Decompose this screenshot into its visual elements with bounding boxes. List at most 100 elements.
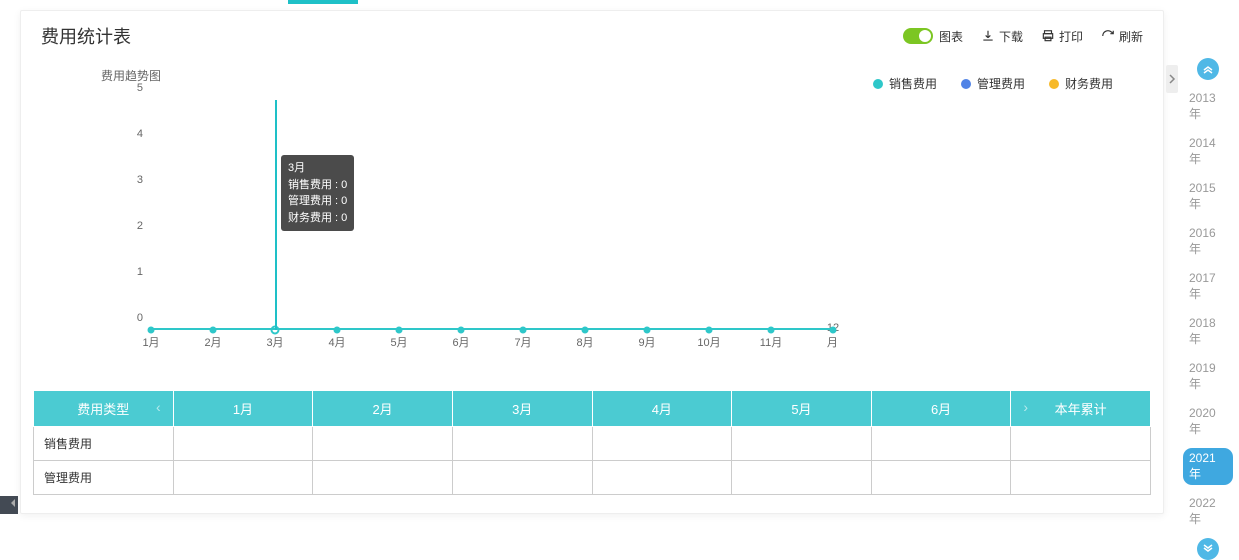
chart-tooltip: 3月销售费用 : 0管理费用 : 0财务费用 : 0 bbox=[281, 155, 354, 231]
x-tick: 4月 bbox=[328, 334, 345, 350]
tooltip-line: 销售费用 : 0 bbox=[288, 177, 347, 194]
row-label-cell: 销售费用 bbox=[34, 427, 174, 461]
x-tick: 1月 bbox=[142, 334, 159, 350]
year-item[interactable]: 2021年 bbox=[1183, 448, 1233, 485]
prev-months-button[interactable]: ‹ bbox=[150, 399, 167, 415]
refresh-icon bbox=[1101, 29, 1115, 43]
chevron-right-icon bbox=[1168, 74, 1176, 84]
panel-header: 费用统计表 图表 下载 打印 刷新 bbox=[21, 11, 1163, 59]
table-row: 管理费用 bbox=[34, 461, 1151, 495]
legend-dot bbox=[1049, 79, 1059, 89]
chart-toggle-group: 图表 bbox=[903, 28, 963, 45]
y-tick: 5 bbox=[123, 82, 143, 94]
y-tick: 0 bbox=[123, 312, 143, 324]
active-tab-indicator bbox=[288, 0, 358, 4]
th-total: › 本年累计 bbox=[1011, 391, 1151, 427]
year-item[interactable]: 2016年 bbox=[1183, 223, 1233, 260]
refresh-button[interactable]: 刷新 bbox=[1101, 28, 1143, 45]
x-tick: 11月 bbox=[760, 334, 782, 350]
table-wrap: 费用类型 ‹ 1月2月3月4月5月6月 › 本年累计 销售费用管理费用 bbox=[33, 390, 1151, 495]
y-tick: 3 bbox=[123, 174, 143, 186]
data-cell[interactable] bbox=[452, 461, 592, 495]
year-up-button[interactable] bbox=[1197, 58, 1219, 80]
chevron-down-double-icon bbox=[1202, 543, 1214, 555]
x-tick: 9月 bbox=[638, 334, 655, 350]
tooltip-line: 管理费用 : 0 bbox=[288, 193, 347, 210]
refresh-label: 刷新 bbox=[1119, 28, 1143, 45]
year-item[interactable]: 2019年 bbox=[1183, 358, 1233, 395]
tooltip-line: 财务费用 : 0 bbox=[288, 210, 347, 227]
chart-area: 费用趋势图 销售费用管理费用财务费用 0123451月2月3月4月5月6月7月8… bbox=[71, 67, 1133, 360]
download-label: 下载 bbox=[999, 28, 1023, 45]
total-header-label: 本年累计 bbox=[1055, 402, 1107, 417]
y-tick: 1 bbox=[123, 266, 143, 278]
hover-guideline bbox=[275, 100, 277, 330]
y-tick: 2 bbox=[123, 220, 143, 232]
plot-box: 0123451月2月3月4月5月6月7月8月9月10月11月12月3月销售费用 … bbox=[151, 100, 833, 330]
chart-toggle-label: 图表 bbox=[939, 28, 963, 45]
print-button[interactable]: 打印 bbox=[1041, 28, 1083, 45]
year-item[interactable]: 2020年 bbox=[1183, 403, 1233, 440]
download-button[interactable]: 下载 bbox=[981, 28, 1023, 45]
th-month[interactable]: 6月 bbox=[871, 391, 1011, 427]
data-cell[interactable] bbox=[732, 461, 872, 495]
th-row-label: 费用类型 ‹ bbox=[34, 391, 174, 427]
table-row: 销售费用 bbox=[34, 427, 1151, 461]
data-cell[interactable] bbox=[173, 427, 313, 461]
th-month[interactable]: 4月 bbox=[592, 391, 732, 427]
total-cell bbox=[1011, 427, 1151, 461]
legend-dot bbox=[961, 79, 971, 89]
th-month[interactable]: 1月 bbox=[173, 391, 313, 427]
th-month[interactable]: 3月 bbox=[452, 391, 592, 427]
row-label-header: 费用类型 bbox=[77, 402, 129, 417]
download-icon bbox=[981, 29, 995, 43]
series-line bbox=[151, 328, 833, 330]
year-item[interactable]: 2022年 bbox=[1183, 493, 1233, 530]
table-body: 销售费用管理费用 bbox=[34, 427, 1151, 495]
bottom-left-corner-tab[interactable] bbox=[0, 496, 18, 514]
x-tick: 2月 bbox=[204, 334, 221, 350]
chart-plot: 0123451月2月3月4月5月6月7月8月9月10月11月12月3月销售费用 … bbox=[71, 90, 1133, 360]
main-panel: 费用统计表 图表 下载 打印 刷新 费用趋势图 销售费用管理费用财务费用 bbox=[20, 10, 1164, 514]
th-month[interactable]: 2月 bbox=[313, 391, 453, 427]
year-list: 2013年 2014年 2015年 2016年 2017年 2018年 2019年 2020年… bbox=[1183, 88, 1233, 530]
year-item[interactable]: 2014年 bbox=[1183, 133, 1233, 170]
total-cell bbox=[1011, 461, 1151, 495]
th-month[interactable]: 5月 bbox=[732, 391, 872, 427]
page-title: 费用统计表 bbox=[41, 23, 131, 49]
year-item[interactable]: 2013年 bbox=[1183, 88, 1233, 125]
collapse-side-button[interactable] bbox=[1166, 65, 1178, 93]
chart-toggle[interactable] bbox=[903, 28, 933, 44]
x-tick: 8月 bbox=[576, 334, 593, 350]
year-item[interactable]: 2015年 bbox=[1183, 178, 1233, 215]
data-cell[interactable] bbox=[313, 461, 453, 495]
x-tick: 6月 bbox=[452, 334, 469, 350]
x-tick: 10月 bbox=[697, 334, 720, 350]
row-label-cell: 管理费用 bbox=[34, 461, 174, 495]
data-cell[interactable] bbox=[313, 427, 453, 461]
y-tick: 4 bbox=[123, 128, 143, 140]
x-tick: 5月 bbox=[390, 334, 407, 350]
data-cell[interactable] bbox=[452, 427, 592, 461]
x-tick: 3月 bbox=[266, 334, 283, 350]
data-cell[interactable] bbox=[173, 461, 313, 495]
data-cell[interactable] bbox=[871, 461, 1011, 495]
expense-table: 费用类型 ‹ 1月2月3月4月5月6月 › 本年累计 销售费用管理费用 bbox=[33, 390, 1151, 495]
data-cell[interactable] bbox=[871, 427, 1011, 461]
data-cell[interactable] bbox=[592, 427, 732, 461]
year-item[interactable]: 2018年 bbox=[1183, 313, 1233, 350]
x-tick: 7月 bbox=[514, 334, 531, 350]
year-down-button[interactable] bbox=[1197, 538, 1219, 560]
next-months-button[interactable]: › bbox=[1017, 399, 1034, 415]
table-header-row: 费用类型 ‹ 1月2月3月4月5月6月 › 本年累计 bbox=[34, 391, 1151, 427]
year-item[interactable]: 2017年 bbox=[1183, 268, 1233, 305]
tooltip-title: 3月 bbox=[288, 160, 347, 177]
chevron-up-double-icon bbox=[1202, 63, 1214, 75]
data-cell[interactable] bbox=[592, 461, 732, 495]
legend-dot bbox=[873, 79, 883, 89]
print-icon bbox=[1041, 29, 1055, 43]
data-cell[interactable] bbox=[732, 427, 872, 461]
print-label: 打印 bbox=[1059, 28, 1083, 45]
toolbar: 图表 下载 打印 刷新 bbox=[903, 28, 1143, 45]
year-picker: 2013年 2014年 2015年 2016年 2017年 2018年 2019年 2020年… bbox=[1183, 58, 1233, 560]
